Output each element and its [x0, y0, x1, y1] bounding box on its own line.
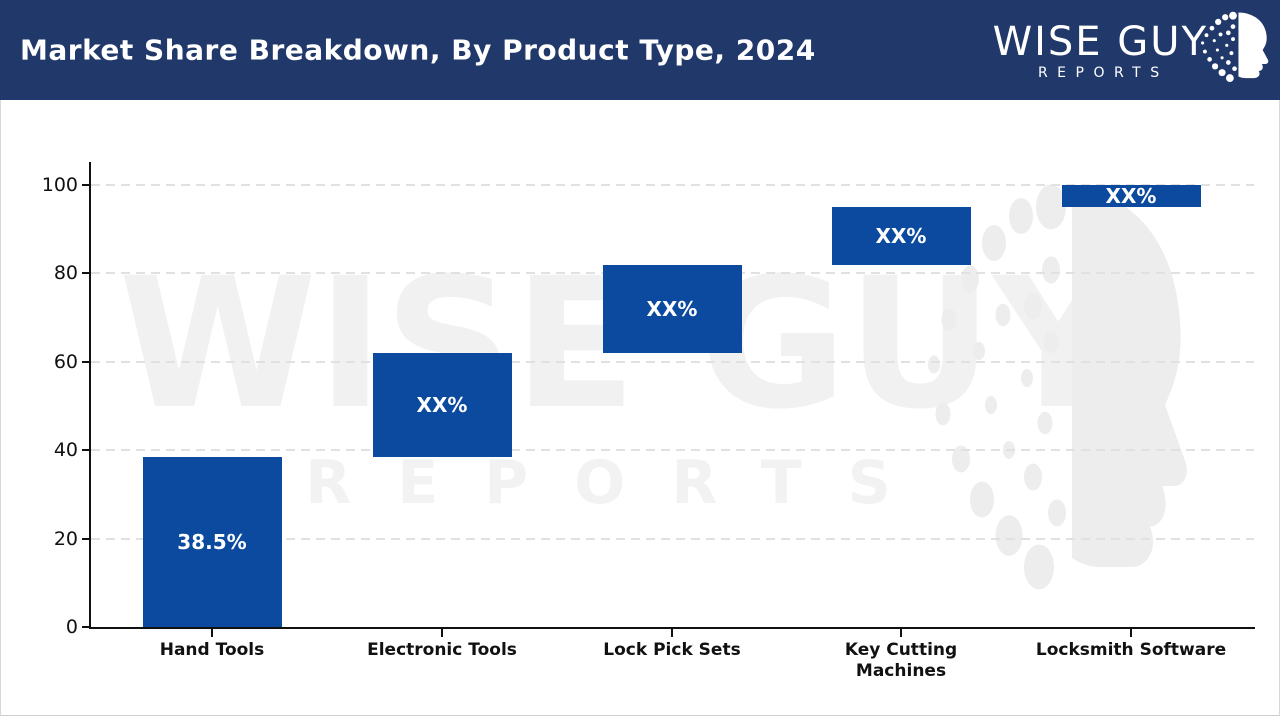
y-tick-label: 100 [41, 174, 78, 196]
bar-locksmith-software: XX% [1061, 184, 1201, 209]
x-tick-mark [900, 629, 902, 637]
chart-title: Market Share Breakdown, By Product Type,… [20, 33, 816, 67]
y-tick-label: 0 [65, 616, 78, 638]
y-tick-label: 20 [53, 527, 78, 550]
bar-value-label: 38.5% [177, 529, 247, 554]
bar-electronic-tools: XX% [372, 352, 512, 457]
y-tick-mark [82, 626, 90, 628]
watermark-subtext: REPORTS [305, 448, 937, 518]
y-tick-label: 40 [53, 439, 78, 462]
logo-wordmark-line2: REPORTS [1037, 64, 1169, 81]
bar-value-label: XX% [416, 392, 468, 417]
gridline [91, 449, 1254, 452]
x-category-label: Lock Pick Sets [603, 640, 741, 660]
wise-guy-logo: WISE GUY REPORTS [993, 8, 1272, 92]
y-tick-mark [82, 272, 90, 275]
watermark-head-icon [928, 184, 1187, 590]
y-tick-label: 60 [53, 350, 78, 373]
x-tick-mark [441, 629, 443, 637]
x-category-label: Locksmith Software [1035, 640, 1227, 660]
y-tick-mark [82, 449, 90, 452]
bar-value-label: XX% [1105, 184, 1157, 209]
bar-lock-pick-sets: XX% [602, 264, 742, 353]
gridline [91, 360, 1254, 363]
logo-wordmark: WISE GUY REPORTS [993, 20, 1208, 81]
header-banner: Market Share Breakdown, By Product Type,… [0, 0, 1280, 100]
x-category-label: Key Cutting Machines [844, 640, 958, 681]
y-axis-line [89, 162, 91, 629]
y-tick-label: 80 [53, 262, 78, 285]
y-tick-mark [82, 537, 90, 540]
y-tick-mark [82, 360, 90, 363]
bar-hand-tools: 38.5% [142, 456, 282, 627]
chart-canvas: WISE GUY REPORTS 0 20 40 60 80 100 38.5% Hand T… [0, 100, 1280, 716]
x-tick-mark [211, 629, 213, 637]
bar-value-label: XX% [646, 296, 698, 321]
bar-key-cutting-machines: XX% [831, 207, 971, 265]
logo-wordmark-line1: WISE GUY [992, 18, 1208, 65]
x-axis-line [89, 627, 1255, 629]
gridline [91, 537, 1254, 540]
plot-area: 0 20 40 60 80 100 38.5% Hand Tools XX% Electronic… [1, 100, 1279, 715]
x-tick-mark [1130, 629, 1132, 637]
x-category-label: Electronic Tools [367, 640, 517, 660]
gridline [91, 184, 1254, 186]
x-tick-mark [671, 629, 673, 637]
bar-value-label: XX% [875, 223, 927, 248]
x-category-label: Hand Tools [159, 640, 265, 660]
y-tick-mark [82, 184, 90, 186]
logo-head-icon [1201, 11, 1269, 82]
